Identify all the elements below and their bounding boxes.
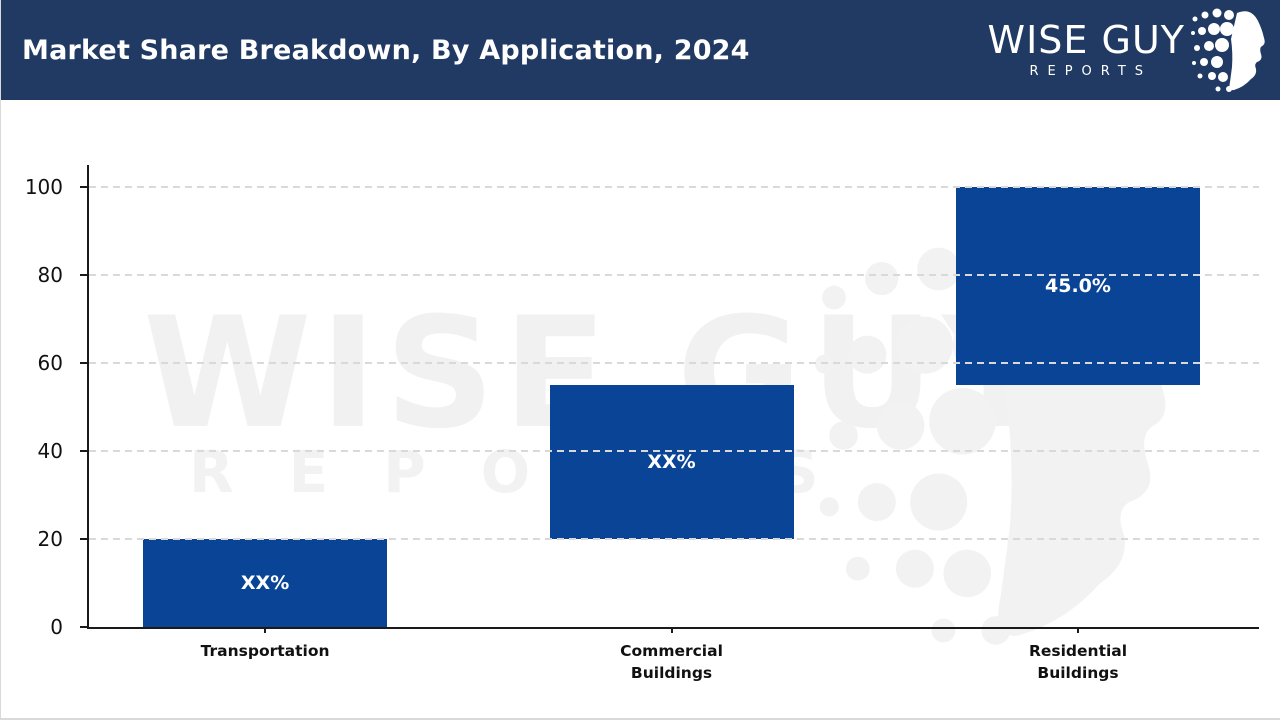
gridline-60 (89, 362, 1259, 364)
y-tick-label: 0 (50, 615, 63, 639)
brand-subtitle: REPORTS (1029, 63, 1153, 79)
x-category-label: Residential Buildings (1028, 642, 1128, 682)
brand-name: WISE GUY (987, 18, 1185, 63)
dotted-head-icon (1191, 8, 1265, 92)
y-tick-label: 20 (37, 527, 63, 551)
gridline-20 (89, 538, 1259, 540)
x-category-label: Transportation (200, 642, 330, 660)
y-tick-mark (80, 186, 88, 188)
gridline-40 (89, 450, 1259, 452)
y-tick-label: 100 (24, 175, 63, 199)
brand-logo: WISE GUY REPORTS (988, 4, 1269, 96)
bar-commercial-buildings[interactable]: XX% (549, 385, 794, 539)
x-axis-line (87, 627, 1259, 629)
chart-area: WISE GUY REPORTS 0 20 40 60 80 100 XX% Transpor… (1, 100, 1280, 718)
bar-value-label: XX% (647, 451, 696, 473)
brand-logo-text: WISE GUY REPORTS (987, 18, 1185, 79)
page-title: Market Share Breakdown, By Application, … (22, 34, 750, 66)
gridline-80 (89, 274, 1259, 276)
y-tick-label: 40 (37, 439, 63, 463)
y-tick-mark (80, 450, 88, 452)
bar-value-label: XX% (240, 572, 290, 594)
y-tick-mark (80, 274, 88, 276)
y-tick-mark (80, 538, 88, 540)
bar-transportation[interactable]: XX% (143, 539, 388, 627)
bar-residential-buildings[interactable]: 45.0% (956, 187, 1200, 385)
plot-area: 0 20 40 60 80 100 XX% Transportation XX% Commerci… (25, 165, 1259, 682)
gridline-100 (89, 186, 1259, 188)
x-tick-mark (670, 627, 673, 633)
y-tick-label: 80 (37, 263, 63, 287)
x-category-label: Commercial Buildings (620, 642, 723, 682)
y-axis-line (87, 165, 89, 629)
header: Market Share Breakdown, By Application, … (1, 0, 1280, 100)
y-tick-label: 60 (37, 351, 63, 375)
bar-value-label: 45.0% (1045, 275, 1111, 297)
y-tick-mark (80, 626, 88, 628)
x-tick-mark (264, 627, 267, 633)
x-tick-mark (1077, 627, 1079, 633)
y-tick-mark (80, 362, 88, 364)
